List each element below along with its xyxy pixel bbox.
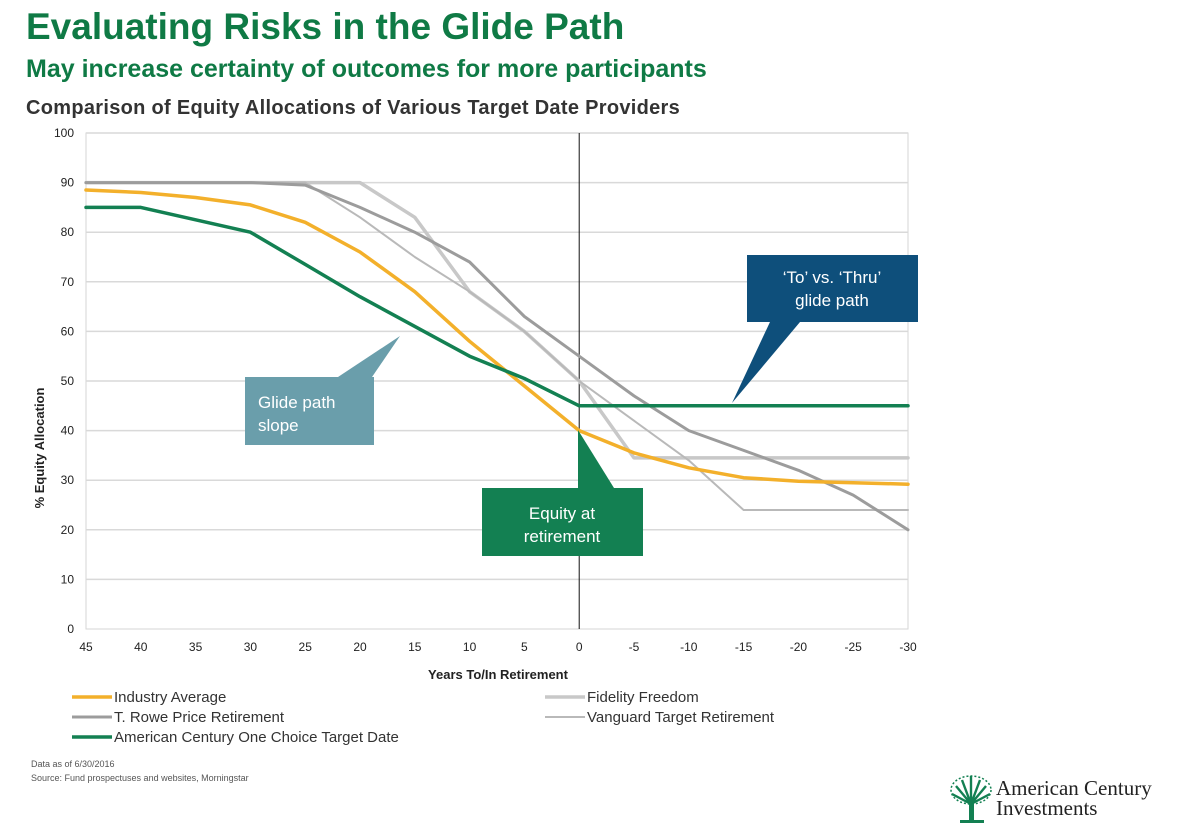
legend-label-left-0: Industry Average	[114, 689, 226, 706]
legend-label-left-2: American Century One Choice Target Date	[114, 729, 399, 746]
callout-text-glide-path-slope-1: slope	[258, 416, 299, 435]
y-tick-label-5: 50	[61, 374, 75, 388]
chart-title: Comparison of Equity Allocations of Vari…	[26, 97, 681, 119]
source-note: Source: Fund prospectuses and websites, …	[31, 773, 249, 783]
callout-text-glide-path-slope-0: Glide path	[258, 393, 336, 412]
x-tick-label-2: 35	[189, 640, 203, 654]
callout-text-to-vs-thru-1: glide path	[795, 291, 869, 310]
callout-pointer-to-vs-thru	[732, 322, 800, 403]
x-tick-label-13: -20	[790, 640, 808, 654]
logo-line-1: American Century	[996, 776, 1152, 800]
callout-text-equity-at-retirement-1: retirement	[524, 527, 601, 546]
x-tick-label-6: 15	[408, 640, 422, 654]
x-tick-label-15: -30	[899, 640, 917, 654]
y-axis-label: % Equity Allocation	[32, 388, 47, 509]
callout-box-to-vs-thru	[747, 255, 918, 322]
y-tick-label-6: 60	[61, 324, 75, 338]
x-tick-label-1: 40	[134, 640, 148, 654]
y-tick-label-8: 80	[61, 225, 75, 239]
series-lines	[84, 180, 910, 532]
legend-label-right-1: Vanguard Target Retirement	[587, 709, 775, 726]
callout-box-equity-at-retirement	[482, 488, 643, 556]
y-tick-label-1: 10	[61, 572, 75, 586]
x-tick-label-7: 10	[463, 640, 477, 654]
x-tick-label-9: 0	[576, 640, 583, 654]
y-tick-label-7: 70	[61, 275, 75, 289]
annotation-callouts: Glide path slope ‘To’ vs. ‘Thru’ glide path…	[245, 255, 918, 556]
page-title: Evaluating Risks in the Glide Path	[26, 6, 625, 47]
callout-pointer-glide-path-slope	[338, 336, 400, 377]
callout-text-equity-at-retirement-0: Equity at	[529, 504, 595, 523]
tree-icon	[950, 775, 992, 823]
series-line-industry-average	[84, 188, 910, 486]
x-tick-label-0: 45	[79, 640, 93, 654]
x-tick-label-3: 30	[244, 640, 258, 654]
x-tick-label-8: 5	[521, 640, 528, 654]
page-subtitle: May increase certainty of outcomes for m…	[26, 55, 707, 83]
x-tick-label-5: 20	[353, 640, 367, 654]
x-tick-label-12: -15	[735, 640, 753, 654]
y-tick-label-0: 0	[67, 622, 74, 636]
callout-box-glide-path-slope	[245, 377, 374, 445]
y-tick-label-2: 20	[61, 523, 75, 537]
x-tick-label-11: -10	[680, 640, 698, 654]
x-tick-label-10: -5	[629, 640, 640, 654]
series-line-t-rowe-price-retirement	[84, 181, 910, 532]
callout-pointer-equity-at-retirement	[578, 430, 614, 488]
x-tick-label-4: 25	[299, 640, 313, 654]
logo-line-2: Investments	[996, 796, 1098, 820]
y-tick-label-4: 40	[61, 424, 75, 438]
legend-label-left-1: T. Rowe Price Retirement	[114, 709, 285, 726]
series-line-american-century-one-choice-target-date	[84, 205, 910, 408]
y-tick-label-3: 30	[61, 473, 75, 487]
legend: Industry Average T. Rowe Price Retirement…	[72, 689, 775, 746]
legend-label-right-0: Fidelity Freedom	[587, 689, 699, 706]
y-tick-label-9: 90	[61, 176, 75, 190]
company-logo: American Century Investments	[950, 772, 1180, 832]
x-axis-label: Years To/In Retirement	[428, 667, 569, 682]
callout-text-to-vs-thru-0: ‘To’ vs. ‘Thru’	[783, 268, 882, 287]
source-date: Data as of 6/30/2016	[31, 759, 115, 769]
x-tick-label-14: -25	[845, 640, 863, 654]
y-tick-label-10: 100	[54, 126, 74, 140]
